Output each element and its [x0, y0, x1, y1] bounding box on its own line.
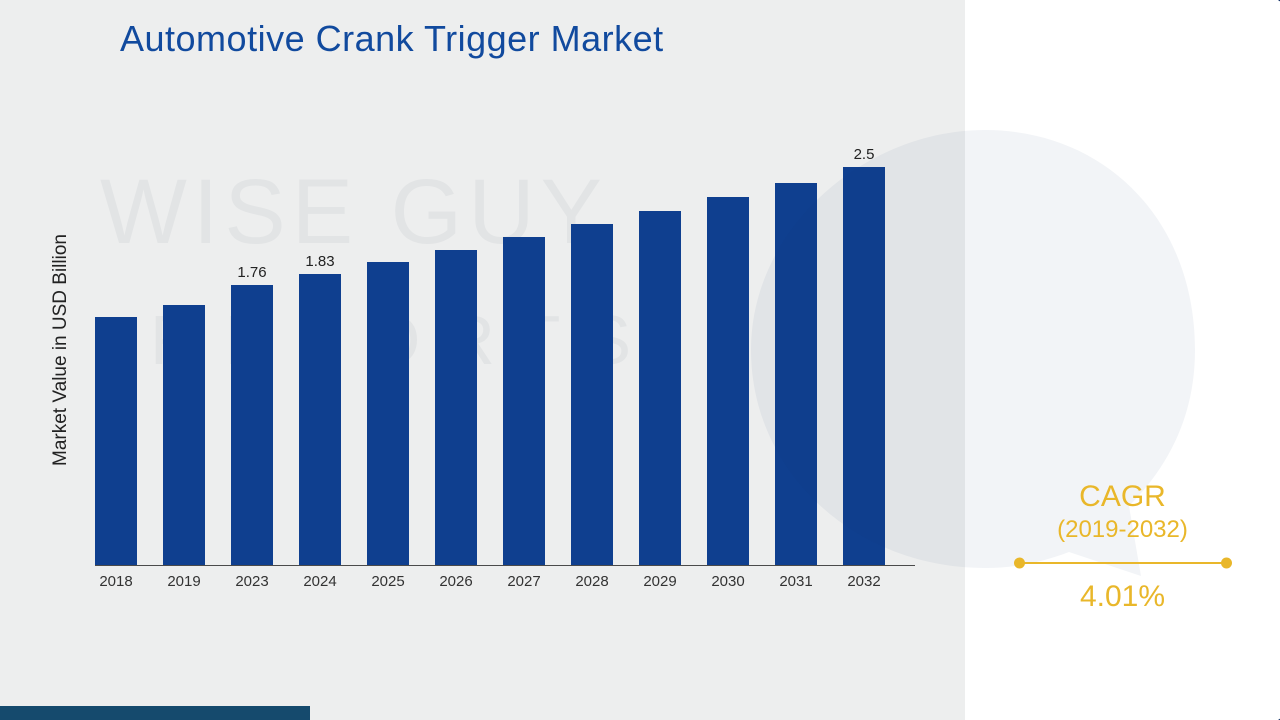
brand-block: WISE GUY REPORTS — [1090, 18, 1262, 71]
bar — [95, 317, 137, 565]
bar — [775, 183, 817, 565]
y-axis-label: Market Value in USD Billion — [50, 234, 72, 466]
x-tick-label: 2028 — [562, 573, 622, 590]
x-tick-label: 2024 — [290, 573, 350, 590]
chart-plot-area: 1.76 1.83 2.5 — [95, 135, 915, 565]
main-area: WISE GUY REPORTS Automotive Crank Trigge… — [0, 0, 965, 720]
bar-group — [639, 135, 681, 565]
bar — [639, 211, 681, 565]
cagr-value: 4.01% — [965, 580, 1280, 614]
x-tick-label: 2027 — [494, 573, 554, 590]
bar-group — [707, 135, 749, 565]
x-tick-label: 2029 — [630, 573, 690, 590]
chart-title: Automotive Crank Trigger Market — [120, 18, 664, 60]
x-tick-label: 2023 — [222, 573, 282, 590]
x-tick-label: 2031 — [766, 573, 826, 590]
x-tick-label: 2018 — [86, 573, 146, 590]
bar — [503, 237, 545, 565]
bar-group — [163, 135, 205, 565]
bar — [571, 224, 613, 565]
chart-baseline — [95, 565, 915, 566]
side-panel: WISE GUY REPORTS CAGR (2019-2032) 4.01% — [965, 0, 1280, 720]
x-tick-label: 2030 — [698, 573, 758, 590]
bar-group: 1.83 — [299, 135, 341, 565]
bottom-accent-strip — [0, 706, 310, 720]
bar-group — [367, 135, 409, 565]
cagr-title: CAGR — [965, 480, 1280, 514]
bar-group — [95, 135, 137, 565]
bar — [707, 197, 749, 565]
bar-group — [503, 135, 545, 565]
bar-group — [571, 135, 613, 565]
bar — [367, 262, 409, 565]
cagr-block: CAGR (2019-2032) 4.01% — [965, 480, 1280, 614]
bar-value-label: 1.83 — [305, 253, 334, 270]
bar-value-label: 1.76 — [237, 264, 266, 281]
x-tick-label: 2019 — [154, 573, 214, 590]
stage: WISE GUY REPORTS Automotive Crank Trigge… — [0, 0, 1280, 720]
cagr-range: (2019-2032) — [965, 516, 1280, 544]
bar — [163, 305, 205, 565]
bar-group — [775, 135, 817, 565]
cagr-divider-line — [1019, 562, 1227, 564]
x-tick-label: 2025 — [358, 573, 418, 590]
bar — [843, 167, 885, 565]
bar-group: 1.76 — [231, 135, 273, 565]
bar-value-label: 2.5 — [854, 146, 875, 163]
bar-chart: Market Value in USD Billion 1.761.832.5 — [55, 135, 915, 595]
bar — [299, 274, 341, 565]
bar-group — [435, 135, 477, 565]
x-tick-label: 2032 — [834, 573, 894, 590]
bar-group: 2.5 — [843, 135, 885, 565]
brand-head-icon — [1172, 22, 1280, 192]
x-tick-label: 2026 — [426, 573, 486, 590]
bar — [231, 285, 273, 565]
bar — [435, 250, 477, 565]
